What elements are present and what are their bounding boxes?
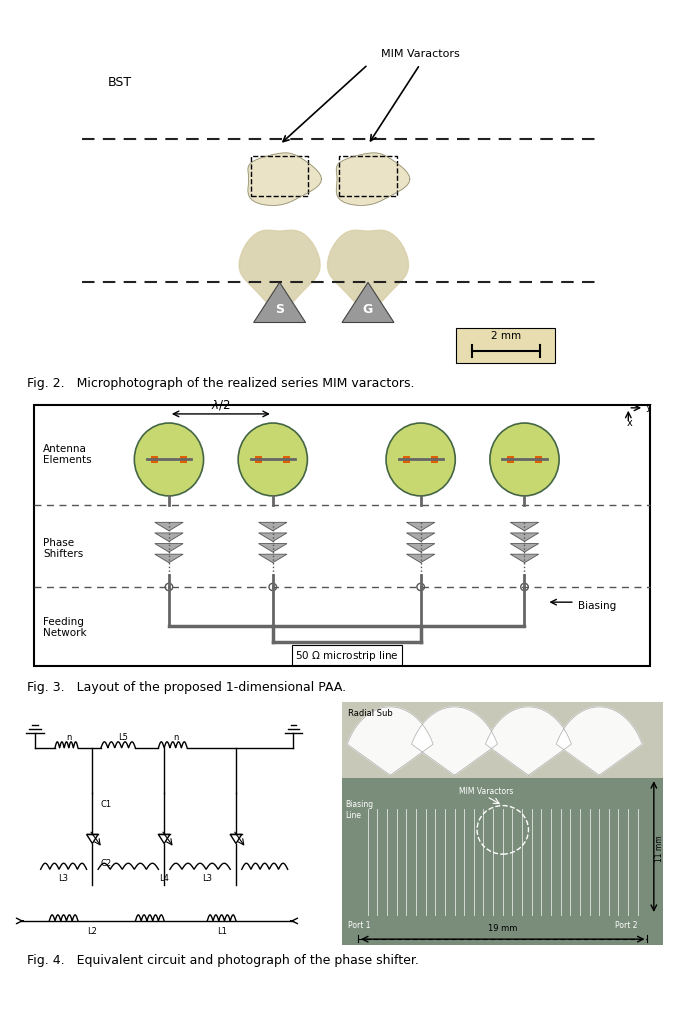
Text: L4: L4 <box>159 874 169 882</box>
Ellipse shape <box>238 424 307 496</box>
Text: Port 2: Port 2 <box>616 920 637 929</box>
Polygon shape <box>406 555 435 563</box>
Polygon shape <box>259 555 287 563</box>
Polygon shape <box>155 544 183 552</box>
Polygon shape <box>510 534 539 542</box>
Polygon shape <box>486 708 571 775</box>
Text: Antenna
Elements: Antenna Elements <box>43 443 92 465</box>
Ellipse shape <box>386 424 456 496</box>
Text: Radial Sub: Radial Sub <box>348 709 393 718</box>
Text: Biasing
Line: Biasing Line <box>345 800 373 819</box>
Text: C1: C1 <box>101 799 112 808</box>
Bar <box>507 457 514 463</box>
Polygon shape <box>259 523 287 532</box>
Polygon shape <box>347 708 433 775</box>
Bar <box>151 457 158 463</box>
Polygon shape <box>259 534 287 542</box>
Circle shape <box>269 583 276 591</box>
Text: MIM Varactors: MIM Varactors <box>380 49 460 59</box>
Polygon shape <box>259 544 287 552</box>
Polygon shape <box>239 231 320 312</box>
Text: 11 mm: 11 mm <box>655 835 664 861</box>
Text: n: n <box>173 732 178 741</box>
Text: Biasing: Biasing <box>578 601 616 611</box>
Circle shape <box>165 583 173 591</box>
Text: Feeding
Network: Feeding Network <box>43 616 87 638</box>
Text: L1: L1 <box>217 926 226 935</box>
Bar <box>342 703 663 778</box>
Text: Fig. 3.   Layout of the proposed 1-dimensional PAA.: Fig. 3. Layout of the proposed 1-dimensi… <box>27 680 347 694</box>
Text: y: y <box>646 402 651 411</box>
Text: G: G <box>363 302 373 315</box>
Bar <box>255 457 262 463</box>
Circle shape <box>521 583 528 591</box>
Text: 2 mm: 2 mm <box>490 331 521 341</box>
Polygon shape <box>510 555 539 563</box>
Text: Phase
Shifters: Phase Shifters <box>43 537 83 559</box>
Bar <box>283 457 291 463</box>
Polygon shape <box>406 534 435 542</box>
Polygon shape <box>248 154 321 206</box>
Polygon shape <box>155 523 183 532</box>
Polygon shape <box>342 283 394 324</box>
Polygon shape <box>556 708 642 775</box>
Polygon shape <box>406 544 435 552</box>
Polygon shape <box>87 835 98 843</box>
Text: Port 1: Port 1 <box>348 920 371 929</box>
Circle shape <box>417 583 425 591</box>
Text: MIM Varactors: MIM Varactors <box>460 787 514 796</box>
Text: Fig. 2.   Microphotograph of the realized series MIM varactors.: Fig. 2. Microphotograph of the realized … <box>27 377 415 390</box>
Polygon shape <box>412 708 497 775</box>
Text: L3: L3 <box>59 874 68 882</box>
Text: n: n <box>66 732 72 741</box>
Bar <box>535 457 542 463</box>
Text: $\lambda/2$: $\lambda/2$ <box>211 397 231 411</box>
Polygon shape <box>231 835 241 843</box>
Bar <box>403 457 410 463</box>
Text: 50 $\Omega$ microstrip line: 50 $\Omega$ microstrip line <box>295 649 399 662</box>
Bar <box>180 457 187 463</box>
Bar <box>456 329 555 363</box>
Polygon shape <box>406 523 435 532</box>
Bar <box>251 157 308 197</box>
Text: S: S <box>275 302 284 315</box>
Ellipse shape <box>490 424 559 496</box>
Text: L2: L2 <box>88 926 97 935</box>
Polygon shape <box>337 154 410 206</box>
Polygon shape <box>254 283 306 324</box>
Polygon shape <box>510 523 539 532</box>
Text: L3: L3 <box>202 874 212 882</box>
Bar <box>339 157 397 197</box>
Polygon shape <box>155 555 183 563</box>
Text: 19 mm: 19 mm <box>488 923 517 932</box>
Polygon shape <box>510 544 539 552</box>
Text: L5: L5 <box>118 732 128 741</box>
Text: C2: C2 <box>101 858 112 866</box>
Polygon shape <box>155 534 183 542</box>
Text: x: x <box>627 418 633 427</box>
Bar <box>432 457 438 463</box>
Text: BST: BST <box>108 76 132 89</box>
Ellipse shape <box>134 424 204 496</box>
Text: Fig. 4.   Equivalent circuit and photograph of the phase shifter.: Fig. 4. Equivalent circuit and photograp… <box>27 953 419 967</box>
Polygon shape <box>328 231 408 312</box>
Polygon shape <box>159 835 170 843</box>
